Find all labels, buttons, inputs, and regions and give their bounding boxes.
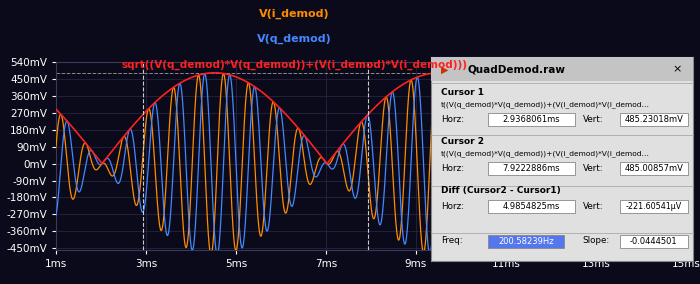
FancyBboxPatch shape bbox=[489, 162, 575, 176]
Text: t((V(q_demod)*V(q_demod))+(V(i_demod)*V(i_demod…: t((V(q_demod)*V(q_demod))+(V(i_demod)*V(… bbox=[441, 151, 650, 157]
FancyBboxPatch shape bbox=[620, 200, 687, 213]
Text: Slope:: Slope: bbox=[582, 236, 610, 245]
Text: Horz:: Horz: bbox=[441, 164, 464, 173]
Text: Horz:: Horz: bbox=[441, 115, 464, 124]
FancyBboxPatch shape bbox=[620, 162, 687, 176]
Text: Diff (Cursor2 - Cursor1): Diff (Cursor2 - Cursor1) bbox=[441, 186, 561, 195]
Text: Freq:: Freq: bbox=[441, 236, 463, 245]
Text: -0.0444501: -0.0444501 bbox=[630, 237, 678, 246]
Text: 4.9854825ms: 4.9854825ms bbox=[503, 202, 560, 211]
Text: 485.23018mV: 485.23018mV bbox=[624, 115, 683, 124]
FancyBboxPatch shape bbox=[489, 200, 575, 213]
Text: 200.58239Hz: 200.58239Hz bbox=[498, 237, 554, 246]
Text: Horz:: Horz: bbox=[441, 202, 464, 210]
Text: sqrt((V(q_demod)*V(q_demod))+(V(i_demod)*V(i_demod))): sqrt((V(q_demod)*V(q_demod))+(V(i_demod)… bbox=[121, 60, 467, 70]
Text: Vert:: Vert: bbox=[582, 164, 603, 173]
Text: t((V(q_demod)*V(q_demod))+(V(i_demod)*V(i_demod…: t((V(q_demod)*V(q_demod))+(V(i_demod)*V(… bbox=[441, 101, 650, 108]
Text: 7.9222886ms: 7.9222886ms bbox=[503, 164, 561, 173]
Text: Vert:: Vert: bbox=[582, 115, 603, 124]
FancyBboxPatch shape bbox=[430, 57, 693, 81]
Text: V(q_demod): V(q_demod) bbox=[257, 34, 331, 44]
FancyBboxPatch shape bbox=[620, 235, 687, 248]
Text: V(i_demod): V(i_demod) bbox=[259, 9, 329, 19]
Text: 2.9368061ms: 2.9368061ms bbox=[503, 115, 561, 124]
Text: 485.00857mV: 485.00857mV bbox=[624, 164, 683, 173]
FancyBboxPatch shape bbox=[620, 113, 687, 126]
FancyBboxPatch shape bbox=[489, 235, 564, 248]
Text: ×: × bbox=[673, 64, 682, 74]
Text: ▶: ▶ bbox=[441, 64, 449, 74]
Text: Cursor 2: Cursor 2 bbox=[441, 137, 484, 146]
Text: Vert:: Vert: bbox=[582, 202, 603, 210]
Text: Cursor 1: Cursor 1 bbox=[441, 88, 484, 97]
FancyBboxPatch shape bbox=[489, 113, 575, 126]
Text: -221.60541μV: -221.60541μV bbox=[626, 202, 682, 211]
Text: QuadDemod.raw: QuadDemod.raw bbox=[468, 64, 566, 74]
